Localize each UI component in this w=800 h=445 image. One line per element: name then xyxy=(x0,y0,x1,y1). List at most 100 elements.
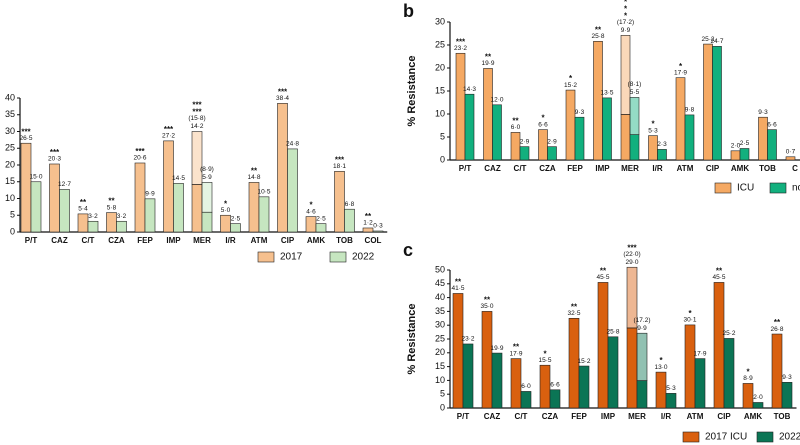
value-label: 6·6 xyxy=(550,382,560,389)
y-tick-label: 5 xyxy=(440,389,445,399)
y-tick-label: 40 xyxy=(435,292,445,302)
value-label: 5·0 xyxy=(221,207,231,214)
value-label: 2·3 xyxy=(657,141,667,148)
significance: ** xyxy=(571,302,578,311)
x-tick-label: MER xyxy=(621,164,639,173)
value-label: 12·7 xyxy=(58,181,71,188)
value-label: 17·9 xyxy=(509,350,522,357)
bar xyxy=(134,162,146,233)
value-label: 5·4 xyxy=(78,206,88,213)
bar xyxy=(452,293,464,409)
x-tick-label: CIP xyxy=(706,164,720,173)
significance: * xyxy=(224,199,228,208)
bar xyxy=(491,352,503,409)
x-tick-label: CZA xyxy=(542,412,559,421)
x-tick-label: FEP xyxy=(571,412,587,421)
value-label: 1·2 xyxy=(363,220,373,227)
bar xyxy=(684,324,696,409)
value-label: 14·5 xyxy=(172,175,185,182)
x-tick-label: MER xyxy=(628,412,646,421)
bar xyxy=(277,103,288,233)
bar xyxy=(752,402,764,409)
legend-swatch xyxy=(682,431,700,443)
significance: ** xyxy=(484,296,491,305)
bar xyxy=(258,196,270,233)
value-label: 9·9 xyxy=(637,325,647,332)
value-label: 14·3 xyxy=(463,86,476,93)
bar xyxy=(607,336,619,409)
value-label: 15·2 xyxy=(577,358,590,365)
bar xyxy=(163,140,174,233)
bar xyxy=(549,389,561,409)
y-tick-label: 0 xyxy=(440,154,445,164)
bar xyxy=(510,132,521,161)
bar xyxy=(620,114,631,161)
value-label: 32·5 xyxy=(567,310,580,317)
bar xyxy=(510,358,522,409)
bar xyxy=(739,148,750,161)
stacked-value-label: (22·0) xyxy=(623,251,640,258)
bar xyxy=(106,212,117,233)
x-tick-label: C/T xyxy=(514,164,527,173)
bar xyxy=(305,216,317,233)
legend-swatch xyxy=(769,182,787,194)
bar xyxy=(781,382,793,409)
y-tick-label: 15 xyxy=(435,361,445,371)
x-tick-label: CIP xyxy=(281,236,295,245)
significance: * xyxy=(624,4,628,13)
value-label: 24·7 xyxy=(710,38,723,45)
bar xyxy=(636,380,648,409)
x-tick-label: COL xyxy=(365,236,382,245)
value-label: 25·8 xyxy=(591,33,604,40)
x-tick-label: FEP xyxy=(567,164,583,173)
significance: * xyxy=(624,11,628,20)
legend-label: 2017 ICU xyxy=(705,432,747,443)
significance: ** xyxy=(600,267,607,276)
value-label: 6·6 xyxy=(767,121,777,128)
bar xyxy=(362,227,374,233)
value-label: 5·3 xyxy=(648,127,658,134)
x-tick-label: CAZ xyxy=(484,164,501,173)
y-tick-label: 50 xyxy=(435,264,445,274)
x-tick-label: C/T xyxy=(515,412,528,421)
x-tick-label: P/T xyxy=(457,412,470,421)
x-tick-label: CZA xyxy=(108,236,125,245)
significance: ** xyxy=(251,167,258,176)
x-tick-label: MER xyxy=(193,236,211,245)
value-label: 10·5 xyxy=(257,189,270,196)
bar xyxy=(87,220,99,233)
y-tick-label: 10 xyxy=(435,108,445,118)
y-tick-label: 30 xyxy=(435,320,445,330)
value-label: 25·2 xyxy=(701,36,714,43)
significance: *** xyxy=(135,147,145,156)
panel-label: c xyxy=(403,240,413,260)
significance: * xyxy=(651,120,655,129)
bar xyxy=(77,213,89,233)
significance: * xyxy=(569,74,573,83)
bar xyxy=(712,46,722,161)
bar xyxy=(372,230,384,233)
x-tick-label: TOB xyxy=(759,164,776,173)
bar xyxy=(49,163,60,233)
legend-label: non IC xyxy=(792,183,800,194)
value-label: 23·2 xyxy=(454,45,467,52)
value-label: 41·5 xyxy=(451,285,464,292)
bar xyxy=(481,311,493,409)
panel-label: b xyxy=(403,1,414,21)
bar xyxy=(629,134,640,161)
x-tick-label: ATM xyxy=(677,164,694,173)
x-tick-label: FEP xyxy=(137,236,153,245)
legend-swatch xyxy=(756,431,774,443)
value-label: 24·8 xyxy=(286,141,299,148)
value-label: 14·2 xyxy=(190,123,203,130)
value-label: 17·9 xyxy=(674,69,687,76)
bar xyxy=(694,358,706,409)
value-label: 15·5 xyxy=(538,357,551,364)
bar xyxy=(703,43,713,161)
value-label: 6·8 xyxy=(345,201,355,208)
bar xyxy=(568,317,580,409)
significance: *** xyxy=(50,148,60,157)
legend-swatch xyxy=(329,251,347,263)
y-tick-label: 25 xyxy=(435,333,445,343)
